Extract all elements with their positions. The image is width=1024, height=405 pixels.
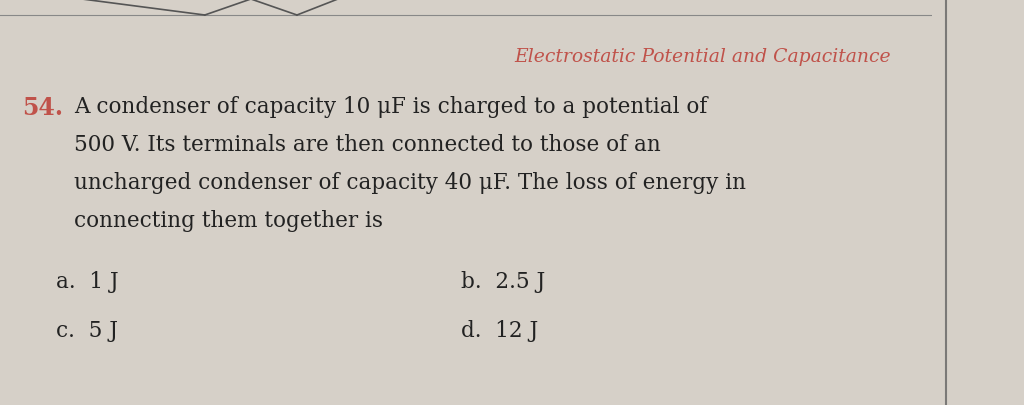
Text: connecting them together is: connecting them together is — [74, 209, 383, 231]
Text: b.  2.5 J: b. 2.5 J — [461, 270, 545, 292]
Text: 500 V. Its terminals are then connected to those of an: 500 V. Its terminals are then connected … — [74, 134, 660, 156]
Text: Electrostatic Potential and Capacitance: Electrostatic Potential and Capacitance — [514, 48, 891, 66]
Text: c.  5 J: c. 5 J — [56, 320, 119, 341]
Text: uncharged condenser of capacity 40 μF. The loss of energy in: uncharged condenser of capacity 40 μF. T… — [74, 172, 745, 194]
Text: A condenser of capacity 10 μF is charged to a potential of: A condenser of capacity 10 μF is charged… — [74, 96, 708, 118]
Text: d.  12 J: d. 12 J — [461, 320, 538, 341]
Text: 54.: 54. — [23, 96, 63, 120]
Text: a.  1 J: a. 1 J — [56, 270, 119, 292]
